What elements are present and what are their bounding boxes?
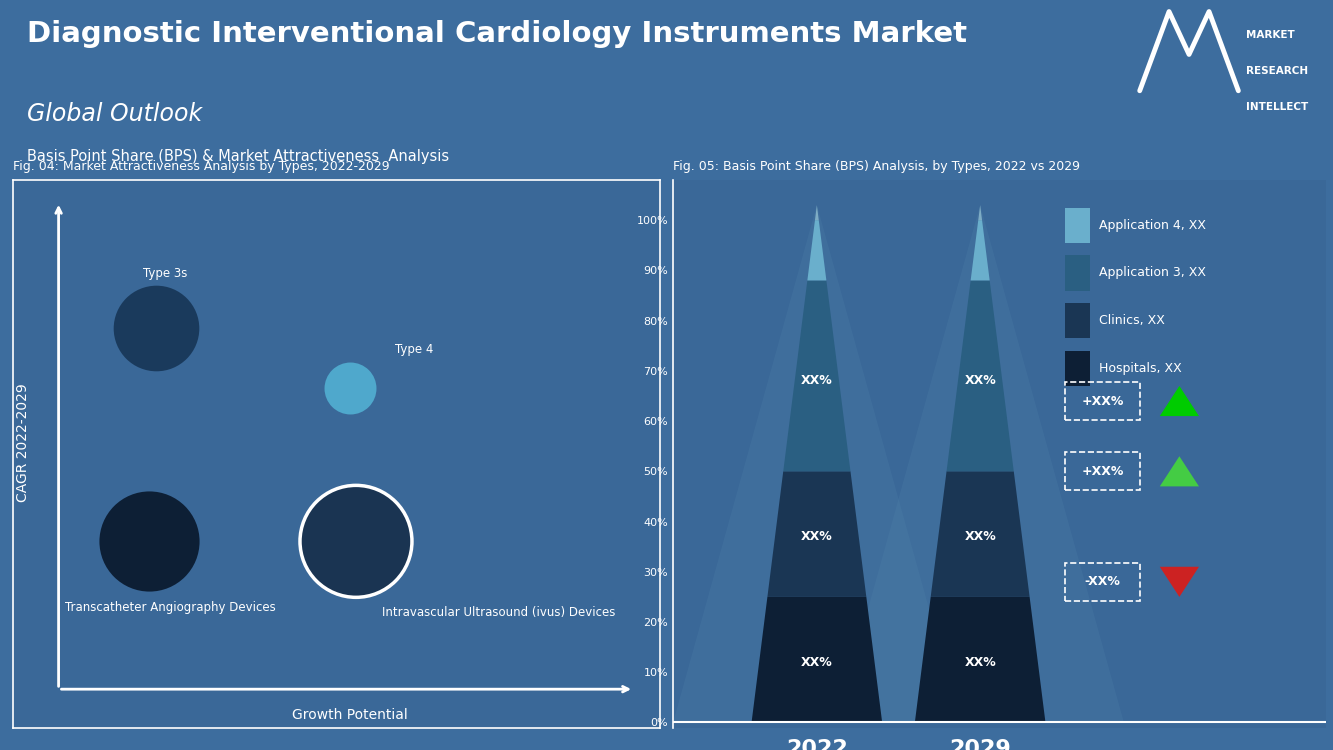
Text: XX%: XX% — [964, 656, 996, 669]
Point — [145, 322, 167, 334]
Polygon shape — [1160, 567, 1198, 597]
Bar — [1065, 303, 1090, 338]
Polygon shape — [978, 205, 982, 220]
Text: Growth Potential: Growth Potential — [292, 708, 408, 722]
Point — [345, 536, 367, 548]
Text: Clinics, XX: Clinics, XX — [1098, 314, 1165, 327]
Text: Type 4: Type 4 — [395, 344, 433, 356]
Polygon shape — [673, 205, 961, 722]
Point — [345, 536, 367, 548]
Polygon shape — [930, 471, 1029, 597]
Text: Application 4, XX: Application 4, XX — [1098, 219, 1206, 232]
Bar — [1065, 255, 1090, 290]
Text: Global Outlook: Global Outlook — [27, 102, 201, 126]
Text: RESEARCH: RESEARCH — [1246, 66, 1309, 76]
Text: Transcatheter Angiography Devices: Transcatheter Angiography Devices — [65, 601, 276, 613]
Text: Fig. 04: Market Attractiveness Analysis by Types, 2022-2029: Fig. 04: Market Attractiveness Analysis … — [13, 160, 391, 173]
Point — [339, 382, 360, 394]
Polygon shape — [1160, 456, 1198, 487]
Polygon shape — [970, 220, 989, 280]
Text: XX%: XX% — [964, 374, 996, 388]
Text: XX%: XX% — [801, 656, 833, 669]
Text: XX%: XX% — [801, 374, 833, 388]
Polygon shape — [814, 205, 818, 220]
Text: MARKET: MARKET — [1246, 30, 1296, 40]
Polygon shape — [808, 220, 826, 280]
Polygon shape — [837, 205, 1124, 722]
Text: -XX%: -XX% — [1085, 575, 1121, 588]
Text: Intravascular Ultrasound (ivus) Devices: Intravascular Ultrasound (ivus) Devices — [381, 606, 616, 619]
Text: XX%: XX% — [801, 530, 833, 543]
Polygon shape — [1160, 386, 1198, 416]
Point — [139, 536, 160, 548]
Text: +XX%: +XX% — [1081, 465, 1124, 478]
Polygon shape — [768, 471, 866, 597]
Polygon shape — [914, 597, 1045, 722]
Text: CAGR 2022-2029: CAGR 2022-2029 — [16, 383, 31, 502]
Text: Hospitals, XX: Hospitals, XX — [1098, 362, 1182, 375]
Text: Type 3s: Type 3s — [143, 266, 187, 280]
Polygon shape — [784, 280, 850, 471]
Text: +XX%: +XX% — [1081, 394, 1124, 407]
Text: Basis Point Share (BPS) & Market Attractiveness  Analysis: Basis Point Share (BPS) & Market Attract… — [27, 148, 449, 164]
Text: XX%: XX% — [964, 530, 996, 543]
Bar — [1065, 351, 1090, 386]
Text: Application 3, XX: Application 3, XX — [1098, 266, 1206, 280]
Polygon shape — [752, 597, 882, 722]
Text: Diagnostic Interventional Cardiology Instruments Market: Diagnostic Interventional Cardiology Ins… — [27, 20, 966, 48]
Bar — [1065, 208, 1090, 243]
Text: INTELLECT: INTELLECT — [1246, 102, 1309, 112]
Polygon shape — [946, 280, 1014, 471]
Text: Fig. 05: Basis Point Share (BPS) Analysis, by Types, 2022 vs 2029: Fig. 05: Basis Point Share (BPS) Analysi… — [673, 160, 1080, 173]
